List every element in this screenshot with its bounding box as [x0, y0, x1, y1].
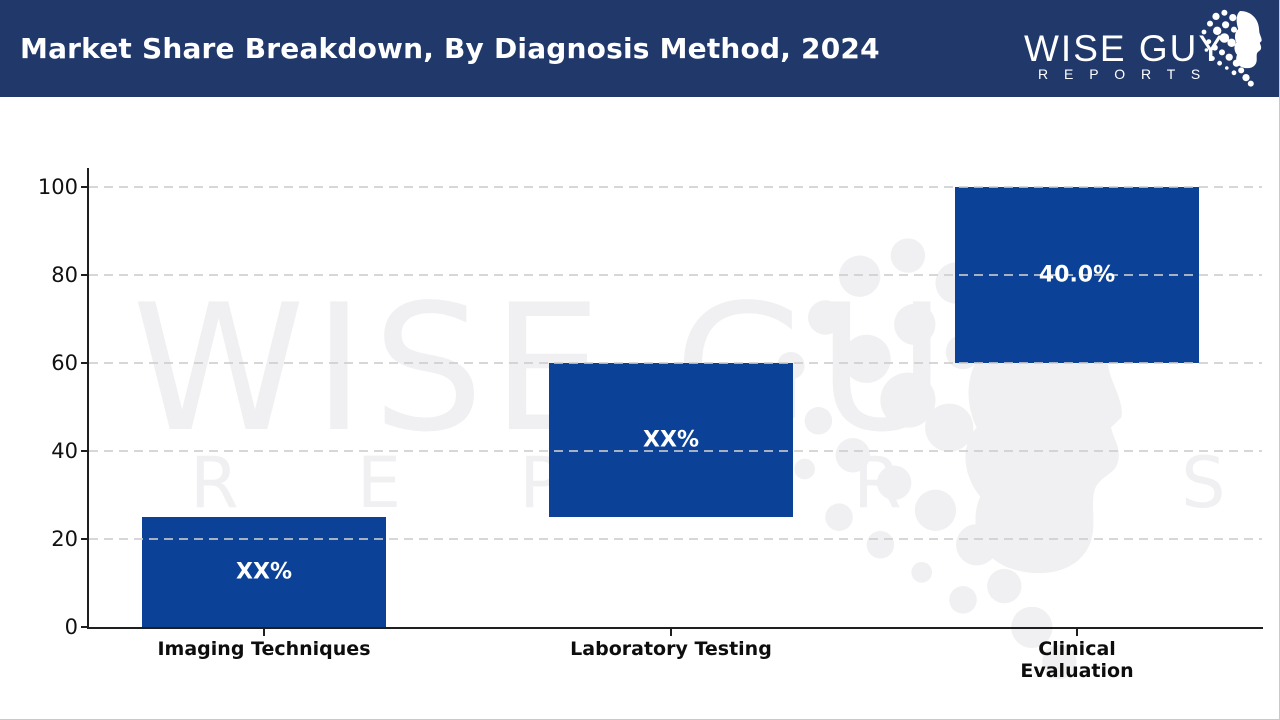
gridline-20 [89, 538, 1262, 540]
gridline-60 [89, 362, 1262, 364]
logo-wordmark: WISE GUY [1024, 28, 1226, 69]
gridline-100 [89, 186, 1262, 188]
y-tick-20 [81, 538, 88, 540]
bar-value-label: XX% [643, 427, 699, 453]
gridline-80 [89, 274, 1262, 276]
y-tick-label-100: 100 [37, 175, 78, 199]
x-tick-2 [670, 629, 672, 636]
y-tick-40 [81, 450, 88, 452]
logo-subtext: R E P O R T S [1038, 66, 1207, 82]
gridline-40 [89, 450, 1262, 452]
x-axis-line [87, 627, 1263, 629]
x-tick-1 [263, 629, 265, 636]
y-tick-label-80: 80 [51, 263, 78, 287]
y-tick-100 [81, 186, 88, 188]
bar-imaging-techniques [142, 517, 386, 627]
y-tick-label-60: 60 [51, 351, 78, 375]
y-tick-0 [81, 626, 88, 628]
wiseguy-logo: WISE GUY R E P O R T S [1024, 6, 1272, 92]
y-tick-label-20: 20 [51, 527, 78, 551]
bar-value-label: 40.0% [1038, 262, 1116, 288]
y-axis-line [87, 168, 89, 629]
y-tick-60 [81, 362, 88, 364]
y-tick-label-40: 40 [51, 439, 78, 463]
y-tick-label-0: 0 [64, 615, 78, 639]
x-category-label: Imaging Techniques [157, 638, 371, 660]
y-tick-80 [81, 274, 88, 276]
chart-title: Market Share Breakdown, By Diagnosis Met… [20, 32, 880, 65]
x-tick-3 [1076, 629, 1078, 636]
dotted-head-logo-icon [1201, 9, 1262, 87]
header-band: Market Share Breakdown, By Diagnosis Met… [0, 0, 1279, 97]
x-category-label: Clinical Evaluation [1020, 638, 1134, 683]
bar-value-label: XX% [236, 559, 292, 585]
x-category-label: Laboratory Testing [570, 638, 772, 660]
bar-laboratory-testing [549, 363, 793, 517]
